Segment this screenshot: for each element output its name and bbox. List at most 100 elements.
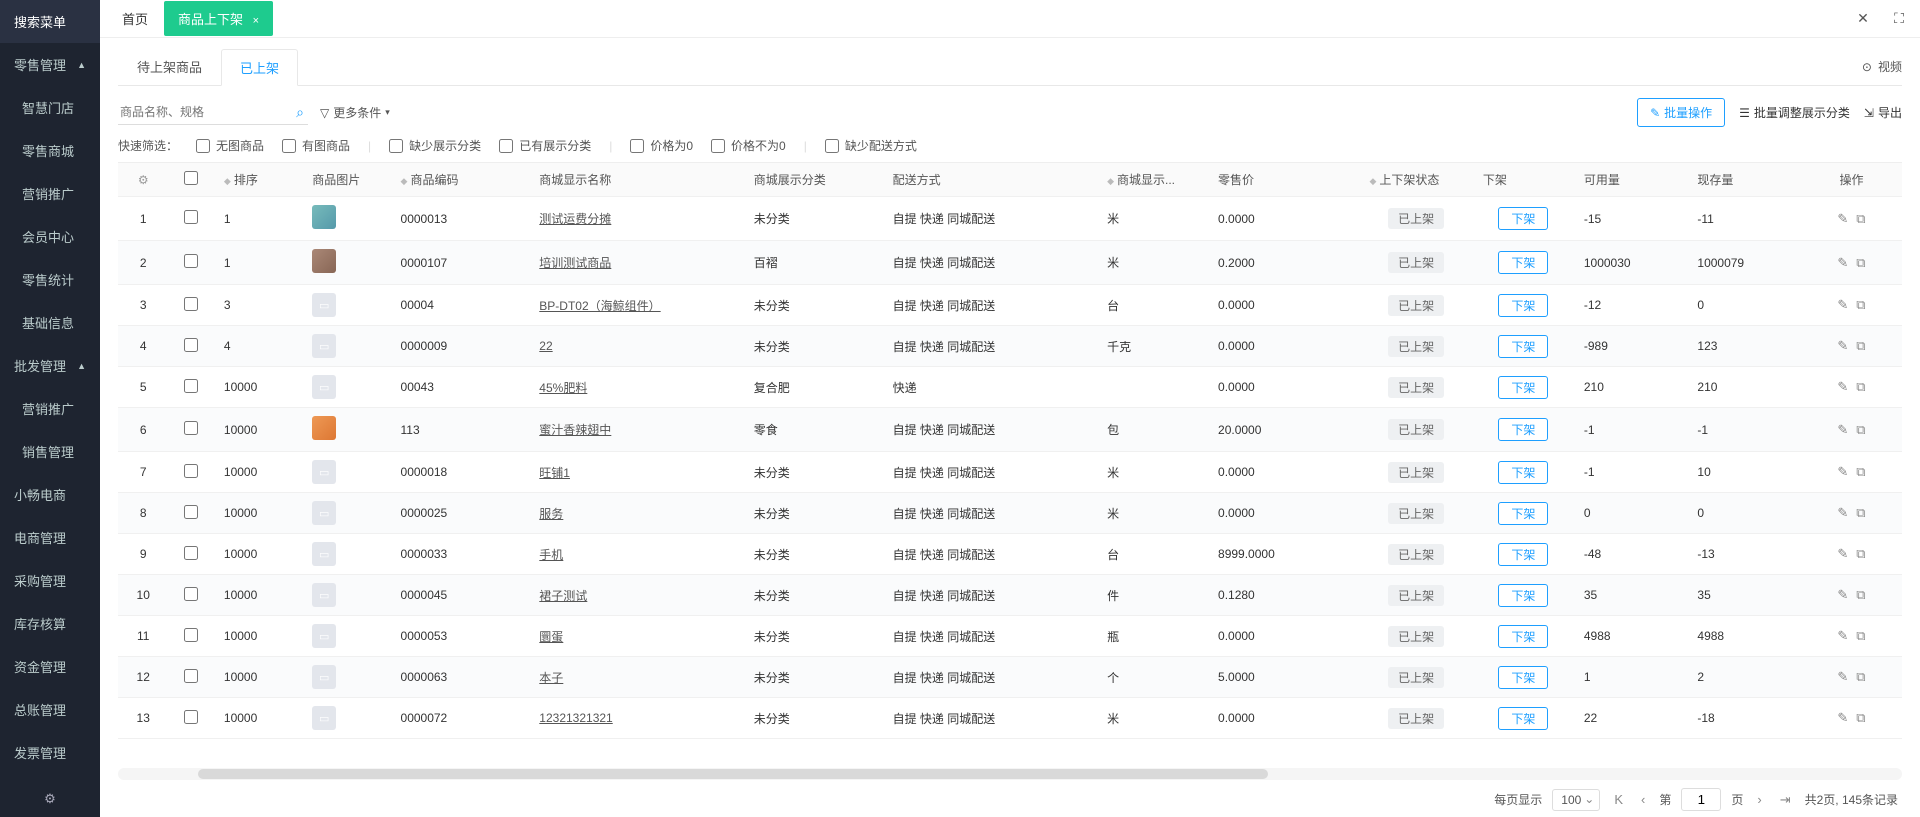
open-icon[interactable]: ⧉ (1856, 710, 1865, 725)
sidebar-item[interactable]: 采购管理 (0, 559, 100, 602)
open-icon[interactable]: ⧉ (1856, 211, 1865, 226)
product-name-link[interactable]: 45%肥料 (539, 381, 587, 395)
edit-icon[interactable]: ✎ (1837, 710, 1848, 725)
subtab-listed[interactable]: 已上架 (221, 49, 298, 86)
product-name-link[interactable]: 服务 (539, 507, 563, 521)
column-sort[interactable]: ◆排序 (214, 163, 302, 197)
product-name-link[interactable]: 培训测试商品 (539, 256, 611, 270)
product-thumbnail[interactable] (312, 205, 336, 229)
takedown-button[interactable]: 下架 (1498, 584, 1548, 607)
sidebar-item[interactable]: 批发管理▲ (0, 344, 100, 387)
column-select-all[interactable] (168, 163, 213, 197)
per-page-select[interactable]: 100 (1552, 789, 1600, 811)
takedown-button[interactable]: 下架 (1498, 335, 1548, 358)
edit-icon[interactable]: ✎ (1837, 464, 1848, 479)
product-name-link[interactable]: 手机 (539, 548, 563, 562)
sidebar-item[interactable]: 资金管理 (0, 645, 100, 688)
last-page-icon[interactable]: ⇥ (1776, 790, 1795, 810)
takedown-button[interactable]: 下架 (1498, 207, 1548, 230)
filter-price-nonzero[interactable]: 价格不为0 (711, 137, 786, 154)
row-checkbox[interactable] (184, 546, 198, 560)
edit-icon[interactable]: ✎ (1837, 505, 1848, 520)
open-icon[interactable]: ⧉ (1856, 546, 1865, 561)
first-page-icon[interactable]: K (1610, 790, 1627, 809)
close-all-icon[interactable]: ✕ (1850, 6, 1876, 32)
edit-icon[interactable]: ✎ (1837, 379, 1848, 394)
open-icon[interactable]: ⧉ (1856, 255, 1865, 270)
edit-icon[interactable]: ✎ (1837, 211, 1848, 226)
edit-icon[interactable]: ✎ (1837, 546, 1848, 561)
product-name-link[interactable]: BP-DT02（海鲸组件） (539, 299, 660, 313)
batch-operate-button[interactable]: ✎ 批量操作 (1637, 98, 1725, 127)
row-checkbox[interactable] (184, 421, 198, 435)
sidebar-item[interactable]: 营销推广 (0, 387, 100, 430)
edit-icon[interactable]: ✎ (1837, 628, 1848, 643)
sidebar-item[interactable]: 智慧门店 (0, 86, 100, 129)
export-button[interactable]: ⇲ 导出 (1864, 104, 1902, 121)
product-name-link[interactable]: 旺铺1 (539, 466, 570, 480)
edit-icon[interactable]: ✎ (1837, 297, 1848, 312)
edit-icon[interactable]: ✎ (1837, 587, 1848, 602)
row-checkbox[interactable] (184, 379, 198, 393)
row-checkbox[interactable] (184, 710, 198, 724)
filter-no-shipping[interactable]: 缺少配送方式 (825, 137, 917, 154)
takedown-button[interactable]: 下架 (1498, 294, 1548, 317)
column-status[interactable]: ◆上下架状态 (1359, 163, 1472, 197)
filter-price-zero[interactable]: 价格为0 (630, 137, 693, 154)
row-checkbox[interactable] (184, 297, 198, 311)
settings-icon[interactable]: ⚙ (0, 781, 100, 817)
open-icon[interactable]: ⧉ (1856, 338, 1865, 353)
sidebar-item[interactable]: 零售管理▲ (0, 43, 100, 86)
takedown-button[interactable]: 下架 (1498, 376, 1548, 399)
takedown-button[interactable]: 下架 (1498, 251, 1548, 274)
open-icon[interactable]: ⧉ (1856, 297, 1865, 312)
close-icon[interactable]: × (253, 15, 259, 27)
page-input[interactable] (1681, 788, 1721, 811)
product-name-link[interactable]: 本子 (539, 671, 563, 685)
filter-no-category[interactable]: 缺少展示分类 (389, 137, 481, 154)
prev-page-icon[interactable]: ‹ (1637, 790, 1649, 809)
open-icon[interactable]: ⧉ (1856, 422, 1865, 437)
batch-adjust-category[interactable]: ☰ 批量调整展示分类 (1739, 104, 1850, 121)
video-link[interactable]: ⊙ 视频 (1862, 58, 1902, 75)
edit-icon[interactable]: ✎ (1837, 255, 1848, 270)
row-checkbox[interactable] (184, 628, 198, 642)
takedown-button[interactable]: 下架 (1498, 461, 1548, 484)
row-checkbox[interactable] (184, 254, 198, 268)
fullscreen-icon[interactable]: ⛶ (1886, 6, 1912, 32)
sidebar-item[interactable]: 营销推广 (0, 172, 100, 215)
column-settings-icon[interactable]: ⚙ (118, 163, 168, 197)
tab-home[interactable]: 首页 (108, 1, 162, 36)
sidebar-item[interactable]: 总账管理 (0, 688, 100, 731)
next-page-icon[interactable]: › (1753, 790, 1765, 809)
row-checkbox[interactable] (184, 587, 198, 601)
open-icon[interactable]: ⧉ (1856, 628, 1865, 643)
takedown-button[interactable]: 下架 (1498, 543, 1548, 566)
edit-icon[interactable]: ✎ (1837, 338, 1848, 353)
filter-has-image[interactable]: 有图商品 (282, 137, 350, 154)
row-checkbox[interactable] (184, 505, 198, 519)
edit-icon[interactable]: ✎ (1837, 669, 1848, 684)
open-icon[interactable]: ⧉ (1856, 379, 1865, 394)
subtab-pending[interactable]: 待上架商品 (118, 48, 221, 85)
sidebar-item[interactable]: 零售统计 (0, 258, 100, 301)
sidebar-item[interactable]: 零售商城 (0, 129, 100, 172)
product-name-link[interactable]: 蜜汁香辣翅中 (539, 423, 611, 437)
row-checkbox[interactable] (184, 464, 198, 478)
takedown-button[interactable]: 下架 (1498, 707, 1548, 730)
open-icon[interactable]: ⧉ (1856, 464, 1865, 479)
sidebar-item[interactable]: 小畅电商 (0, 473, 100, 516)
sidebar-item[interactable]: 发票管理 (0, 731, 100, 774)
product-name-link[interactable]: 圜蛋 (539, 630, 563, 644)
row-checkbox[interactable] (184, 669, 198, 683)
horizontal-scrollbar[interactable] (118, 768, 1902, 780)
filter-no-image[interactable]: 无图商品 (196, 137, 264, 154)
sidebar-item[interactable]: 电商管理 (0, 516, 100, 559)
filter-has-category[interactable]: 已有展示分类 (499, 137, 591, 154)
product-thumbnail[interactable] (312, 416, 336, 440)
sidebar-item[interactable]: 基础信息 (0, 301, 100, 344)
column-code[interactable]: ◆商品编码 (391, 163, 530, 197)
open-icon[interactable]: ⧉ (1856, 587, 1865, 602)
product-name-link[interactable]: 22 (539, 339, 552, 353)
row-checkbox[interactable] (184, 210, 198, 224)
